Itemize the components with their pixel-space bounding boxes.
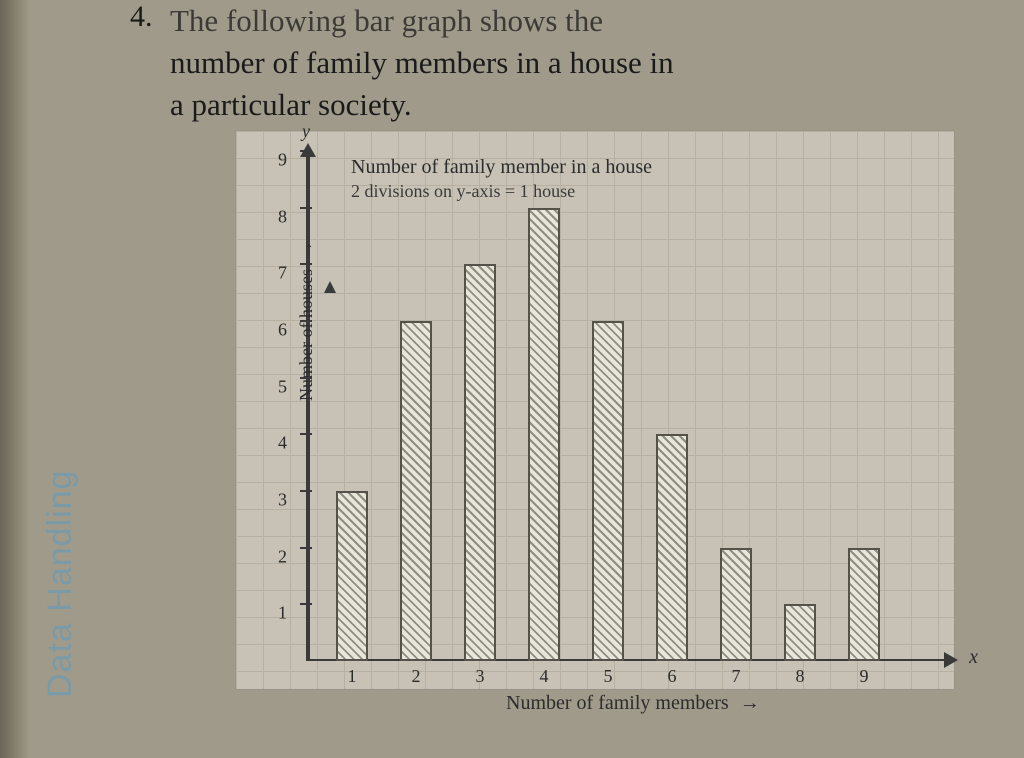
y-tick-mark xyxy=(300,490,312,492)
x-axis-label-text: Number of family members xyxy=(506,692,729,714)
y-tick-label: 8 xyxy=(278,206,287,227)
section-side-label: Data Handling xyxy=(41,470,80,698)
arrow-right-icon: → xyxy=(296,241,317,259)
y-tick-label: 9 xyxy=(278,150,287,171)
bar xyxy=(336,491,368,661)
x-tick-label: 2 xyxy=(412,666,421,687)
page-binding-edge xyxy=(0,0,30,758)
bar xyxy=(656,434,688,661)
x-axis-label: Number of family members → xyxy=(506,692,760,715)
x-tick-label: 5 xyxy=(604,666,613,687)
x-axis-letter: x xyxy=(969,646,978,669)
bar xyxy=(592,321,624,661)
y-axis-line xyxy=(306,151,310,661)
x-tick-label: 1 xyxy=(348,666,357,687)
x-tick-label: 3 xyxy=(476,666,485,687)
y-tick-mark xyxy=(300,377,312,379)
y-tick-mark xyxy=(300,320,312,322)
x-axis-arrow-icon xyxy=(944,652,958,668)
y-axis-label-text: Number of houses xyxy=(296,269,316,401)
y-label-arrow-icon xyxy=(324,281,336,293)
bar xyxy=(848,548,880,661)
x-tick-label: 8 xyxy=(796,666,805,687)
bar xyxy=(720,548,752,661)
question-number: 4. xyxy=(130,0,153,34)
y-tick-label: 7 xyxy=(278,263,287,284)
bar xyxy=(784,604,816,661)
bar xyxy=(400,321,432,661)
arrow-right-icon: → xyxy=(740,692,760,715)
y-tick-mark xyxy=(300,547,312,549)
y-tick-label: 4 xyxy=(278,433,287,454)
chart-plot-area: y x Number of houses → Number of family … xyxy=(306,151,936,661)
bar-chart: Number of family member in a house 2 div… xyxy=(235,130,955,690)
bar xyxy=(528,208,560,661)
y-tick-label: 3 xyxy=(278,490,287,511)
question-line-2: a particular society. xyxy=(170,84,990,126)
y-axis-letter: y xyxy=(302,121,310,142)
x-tick-label: 6 xyxy=(668,666,677,687)
x-tick-label: 9 xyxy=(860,666,869,687)
question-line-0: The following bar graph shows the xyxy=(170,0,990,42)
y-tick-label: 2 xyxy=(278,546,287,567)
y-tick-mark xyxy=(300,207,312,209)
y-tick-mark xyxy=(300,150,312,152)
y-tick-mark xyxy=(300,433,312,435)
x-tick-label: 4 xyxy=(540,666,549,687)
bar xyxy=(464,264,496,661)
y-tick-mark xyxy=(300,263,312,265)
question-block: 4. The following bar graph shows the num… xyxy=(170,0,990,126)
x-tick-label: 7 xyxy=(732,666,741,687)
y-tick-label: 6 xyxy=(278,320,287,341)
y-tick-label: 1 xyxy=(278,603,287,624)
y-tick-label: 5 xyxy=(278,376,287,397)
question-line-1: number of family members in a house in xyxy=(170,42,990,84)
y-tick-mark xyxy=(300,603,312,605)
